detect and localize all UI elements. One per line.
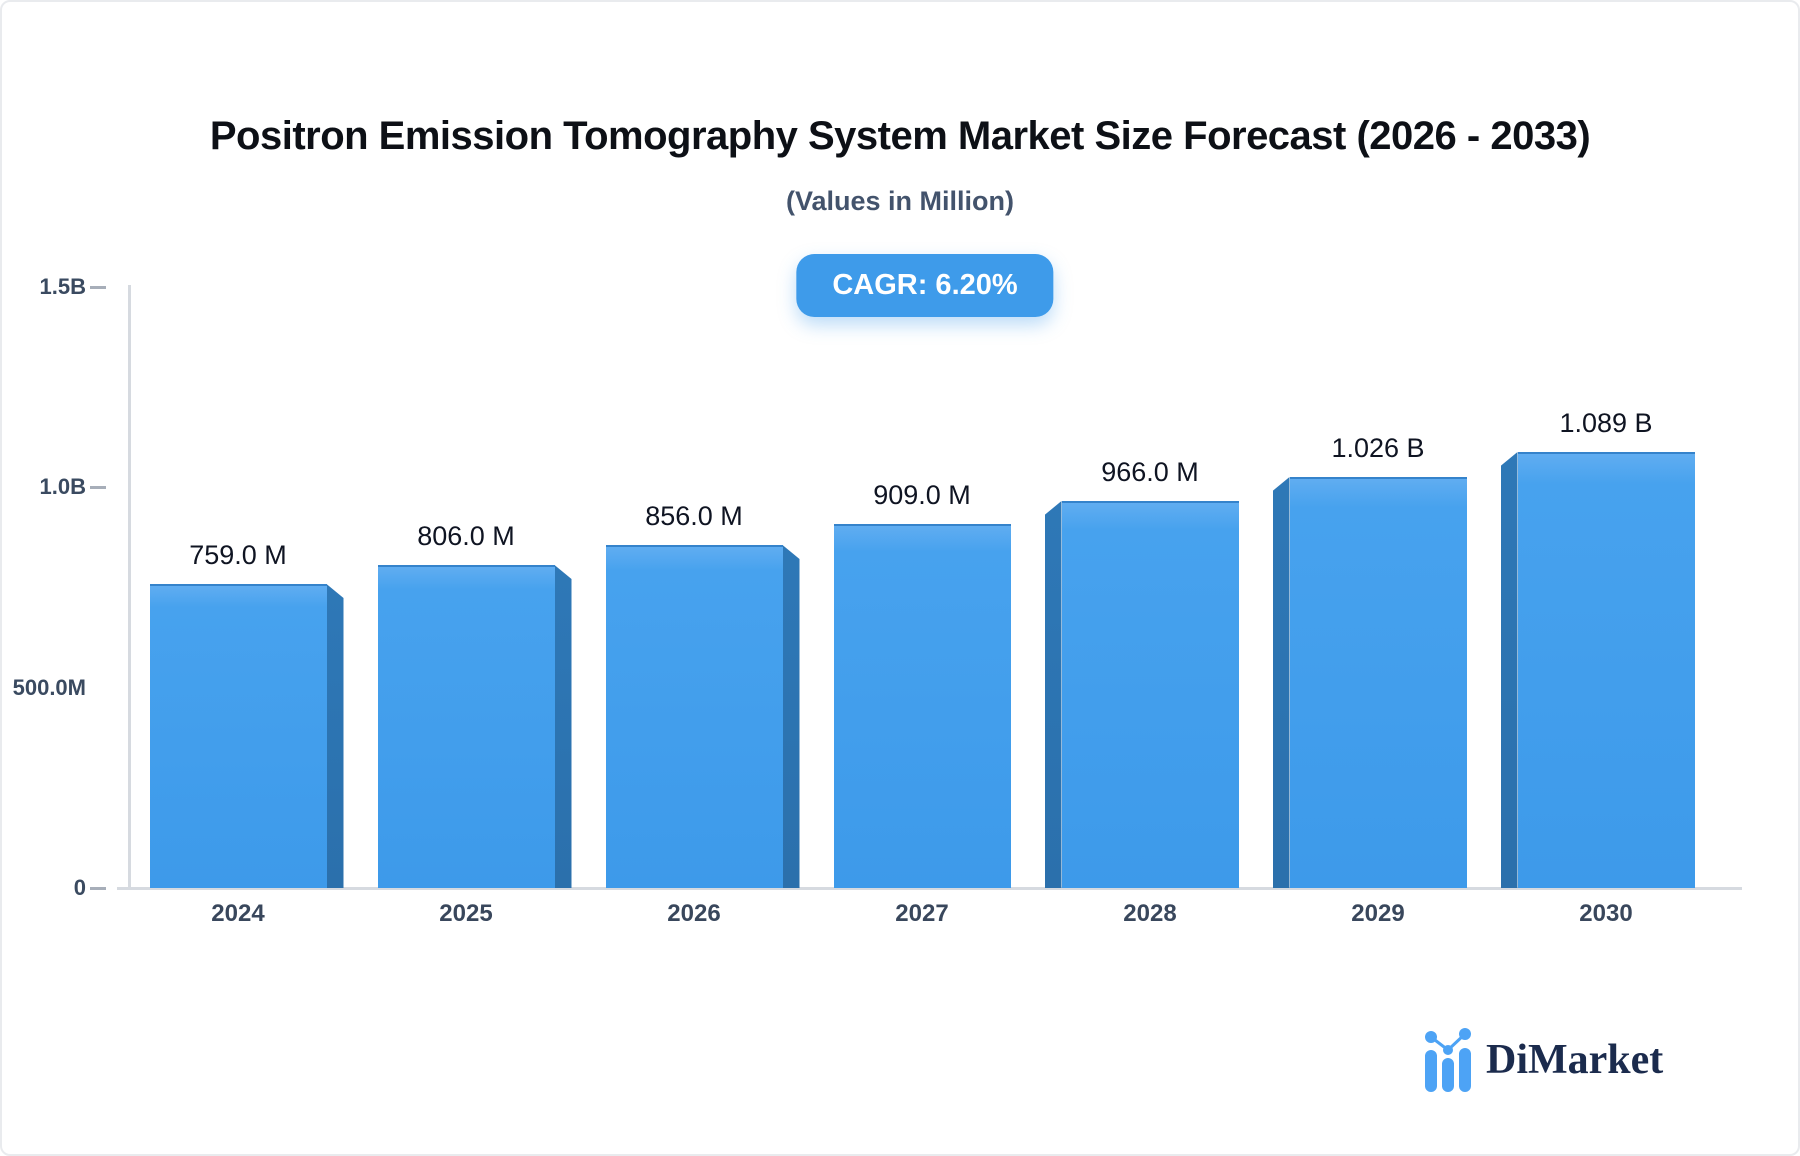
bar-value-label: 1.089 B <box>1559 408 1653 438</box>
bar-2027 <box>833 524 1011 888</box>
bar-2024 <box>149 584 327 888</box>
bar-2028 <box>1061 501 1239 888</box>
bar-2026 <box>605 545 783 888</box>
bar-value-label: 1.026 B <box>1331 433 1425 463</box>
y-axis-tick-label: 0 <box>73 875 86 900</box>
x-axis-label-2029: 2029 <box>1351 900 1405 927</box>
bar-side-face <box>1272 477 1290 888</box>
bar-side-face <box>554 565 572 888</box>
chart-subtitle: (Values in Million) <box>785 186 1015 216</box>
bar-2025 <box>377 565 555 888</box>
y-axis-tick-mark <box>90 285 106 289</box>
x-axis-label-2028: 2028 <box>1123 900 1177 927</box>
x-axis-label-2025: 2025 <box>439 900 493 927</box>
brand-logo: DiMarket <box>1424 1026 1663 1092</box>
chart-title: Positron Emission Tomography System Mark… <box>209 114 1591 158</box>
bar-2030 <box>1517 452 1695 888</box>
bar-chart-logo-icon <box>1425 1028 1471 1092</box>
bar-side-face <box>1044 501 1062 888</box>
y-axis-tick-label: 500.0M <box>12 674 86 700</box>
y-axis-tick-label: 1.0B <box>39 474 86 500</box>
x-axis-baseline <box>117 887 1742 890</box>
brand-logo-text: DiMarket <box>1486 1037 1664 1083</box>
bar-value-label: 806.0 M <box>417 521 515 551</box>
bar-side-face <box>326 584 344 888</box>
x-axis-label-2027: 2027 <box>895 900 949 927</box>
x-axis-label-2030: 2030 <box>1579 900 1633 927</box>
y-axis-tick-mark <box>90 887 106 890</box>
y-axis-tick-label: 1.5B <box>39 273 86 299</box>
bar-side-face <box>782 545 800 888</box>
bar-side-face <box>1500 452 1518 888</box>
cagr-badge: CAGR: 6.20% <box>796 254 1054 317</box>
bar-value-label: 856.0 M <box>645 501 743 531</box>
bar-2029 <box>1289 477 1467 888</box>
y-axis-line <box>128 285 131 888</box>
bar-value-label: 759.0 M <box>189 540 287 570</box>
y-axis-tick-mark <box>90 486 106 490</box>
x-axis-label-2026: 2026 <box>667 900 721 927</box>
bar-value-label: 966.0 M <box>1101 457 1199 487</box>
x-axis-label-2024: 2024 <box>211 900 265 927</box>
bar-value-label: 909.0 M <box>873 480 971 510</box>
